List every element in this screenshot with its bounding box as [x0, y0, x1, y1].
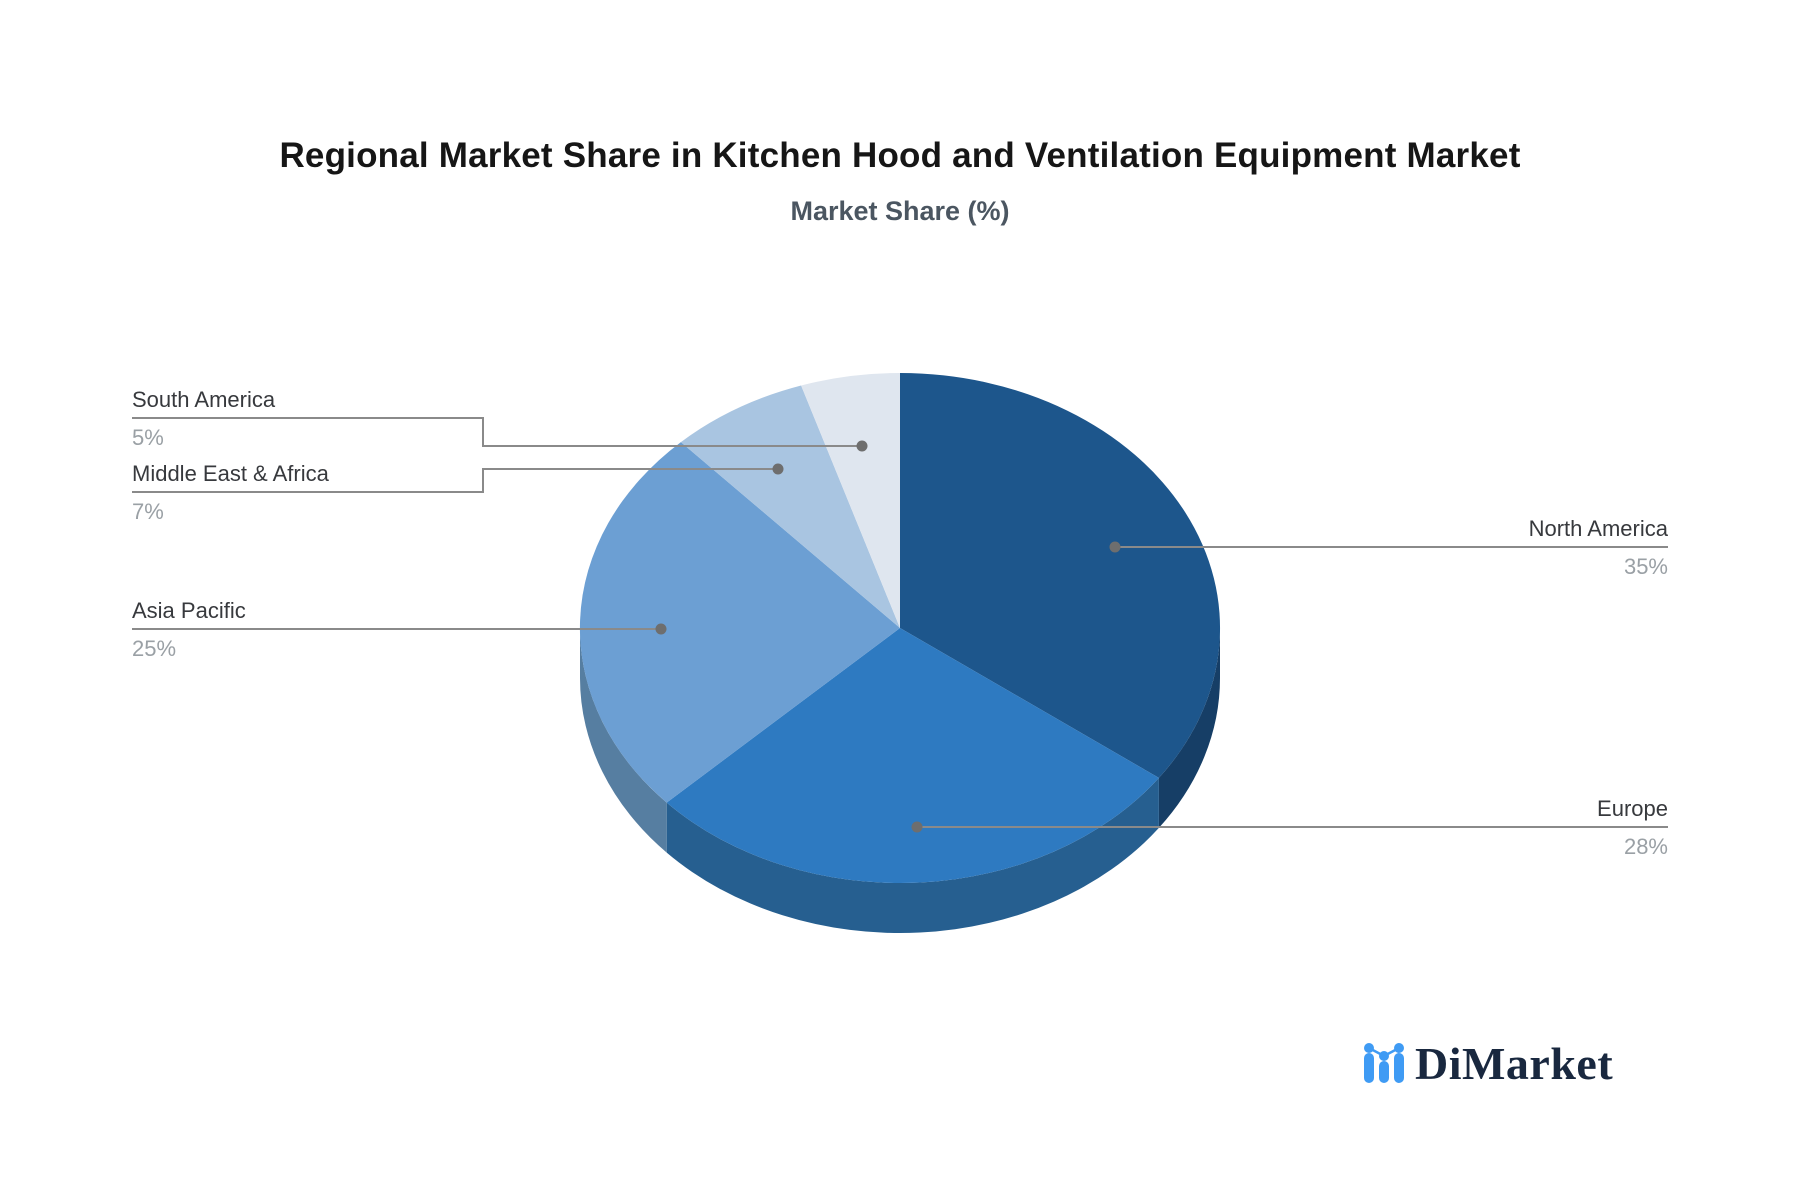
pie-slice-south-america[interactable]	[801, 373, 900, 628]
pie-slice-side-north-america	[1158, 628, 1220, 828]
connector-dot	[856, 440, 868, 452]
slice-value-south-america: 5%	[132, 425, 164, 450]
slice-value-asia-pacific: 25%	[132, 636, 177, 661]
chart-subtitle: Market Share (%)	[790, 196, 1010, 226]
label-connector	[132, 417, 862, 447]
connector-dot	[772, 463, 784, 475]
pie-slice-europe[interactable]	[666, 628, 1159, 884]
slice-label-asia-pacific: Asia Pacific	[132, 598, 246, 623]
slice-label-north-america: North America	[1528, 516, 1668, 541]
pie-slice-side-europe	[666, 777, 1159, 934]
slice-value-middle-east-africa: 7%	[132, 499, 164, 524]
pie-slice-asia-pacific[interactable]	[579, 442, 900, 803]
label-connector	[132, 468, 778, 493]
chart-title: Regional Market Share in Kitchen Hood an…	[279, 136, 1521, 175]
slice-value-north-america: 35%	[1623, 554, 1668, 579]
slice-value-europe: 28%	[1623, 834, 1668, 859]
dimarket-logo: DiMarket	[1360, 1038, 1613, 1090]
dimarket-logo-text: DiMarket	[1415, 1038, 1614, 1089]
connector-dot	[911, 821, 923, 833]
slice-label-middle-east-africa: Middle East & Africa	[132, 461, 329, 486]
pie-slice-north-america[interactable]	[900, 373, 1221, 778]
dimarket-logo-icon	[1364, 1043, 1404, 1083]
connector-dot	[1109, 541, 1121, 553]
pie-slice-side-asia-pacific	[580, 628, 667, 853]
slice-label-south-america: South America	[132, 387, 276, 412]
slice-label-europe: Europe	[1597, 796, 1668, 821]
connector-dot	[655, 623, 667, 635]
